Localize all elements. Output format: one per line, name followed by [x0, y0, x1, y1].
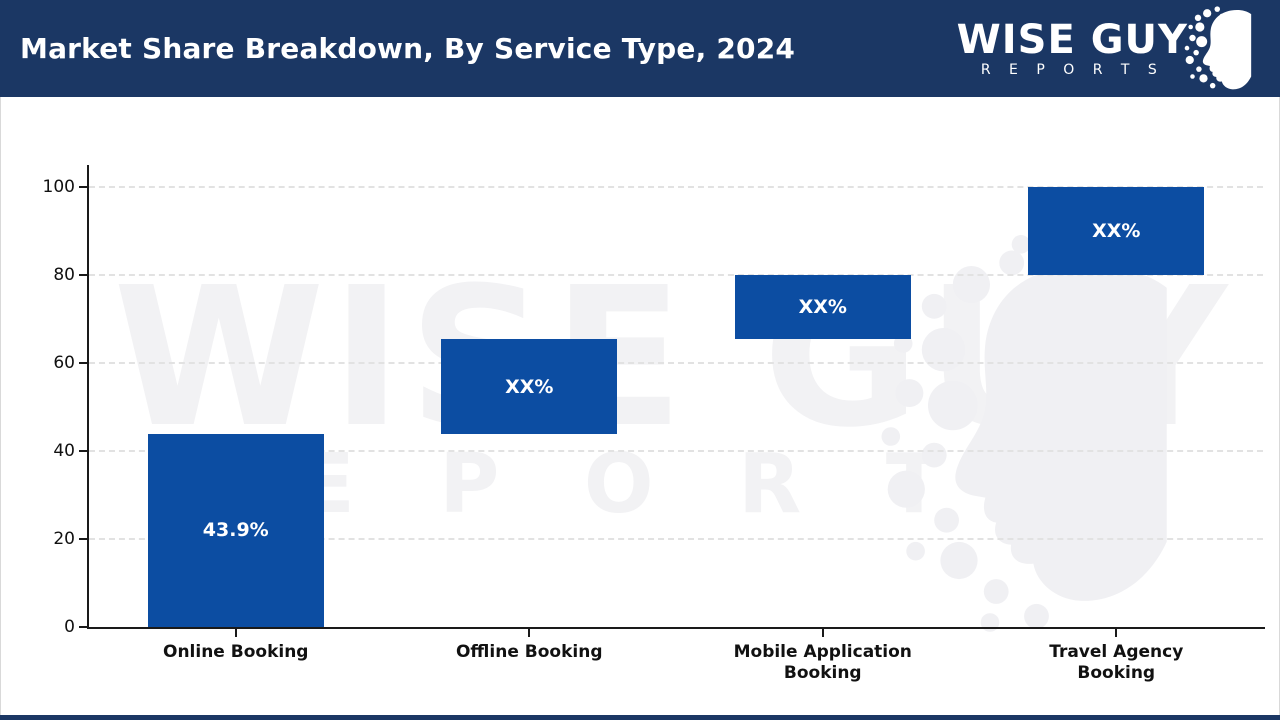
- wise-guy-reports-logo: WISE GUY R E P O R T S: [957, 5, 1266, 93]
- bar-value-label: 43.9%: [202, 519, 269, 542]
- y-tick-mark: [79, 274, 87, 276]
- x-tick-mark: [234, 629, 237, 637]
- x-category-label: Online Booking: [163, 642, 309, 662]
- x-tick-mark: [821, 629, 824, 637]
- gridline: [89, 362, 1263, 364]
- logo-subtitle: R E P O R T S: [980, 61, 1164, 78]
- y-tick-label: 0: [64, 617, 75, 637]
- x-category-label: Mobile Application Booking: [733, 642, 912, 684]
- header: Market Share Breakdown, By Service Type,…: [0, 0, 1280, 97]
- x-category-label: Offline Booking: [455, 642, 603, 662]
- x-tick-mark: [528, 629, 531, 637]
- y-axis-line: [87, 165, 89, 627]
- y-tick-label: 40: [53, 441, 75, 461]
- chart-canvas: WISE GUY R E P O R T S 0 20 40 60 80 100 43.9…: [0, 97, 1280, 715]
- y-tick-label: 100: [42, 177, 75, 197]
- x-tick-mark: [1115, 629, 1118, 637]
- y-tick-mark: [79, 186, 87, 188]
- chart-bar-mobile-application-booking: XX%: [734, 275, 911, 340]
- logo-text: WISE GUY R E P O R T S: [957, 20, 1188, 78]
- x-category-label: Travel Agency Booking: [1049, 642, 1184, 684]
- x-axis-line: [87, 627, 1265, 629]
- y-tick-label: 20: [53, 529, 75, 549]
- gridline: [89, 450, 1263, 452]
- bar-value-label: XX%: [505, 375, 554, 398]
- chart-bar-travel-agency-booking: XX%: [1028, 187, 1205, 275]
- y-tick-mark: [79, 450, 87, 452]
- watermark-head-profile-icon: [881, 235, 1167, 632]
- footer-accent-bar: [0, 715, 1280, 720]
- bar-value-label: XX%: [1092, 220, 1141, 242]
- gridline: [89, 274, 1263, 276]
- head-profile-dots-icon: [1184, 5, 1252, 89]
- bar-value-label: XX%: [798, 296, 847, 319]
- y-tick-label: 80: [53, 265, 75, 285]
- y-tick-mark: [79, 362, 87, 364]
- logo-wordmark: WISE GUY: [956, 16, 1188, 63]
- y-tick-mark: [79, 626, 87, 628]
- chart-bar-online-booking: 43.9%: [147, 433, 324, 627]
- gridline: [89, 186, 1263, 188]
- page-title: Market Share Breakdown, By Service Type,…: [20, 32, 796, 65]
- gridline: [89, 538, 1263, 540]
- y-tick-mark: [79, 538, 87, 540]
- chart-bar-offline-booking: XX%: [441, 339, 618, 434]
- y-tick-label: 60: [53, 353, 75, 373]
